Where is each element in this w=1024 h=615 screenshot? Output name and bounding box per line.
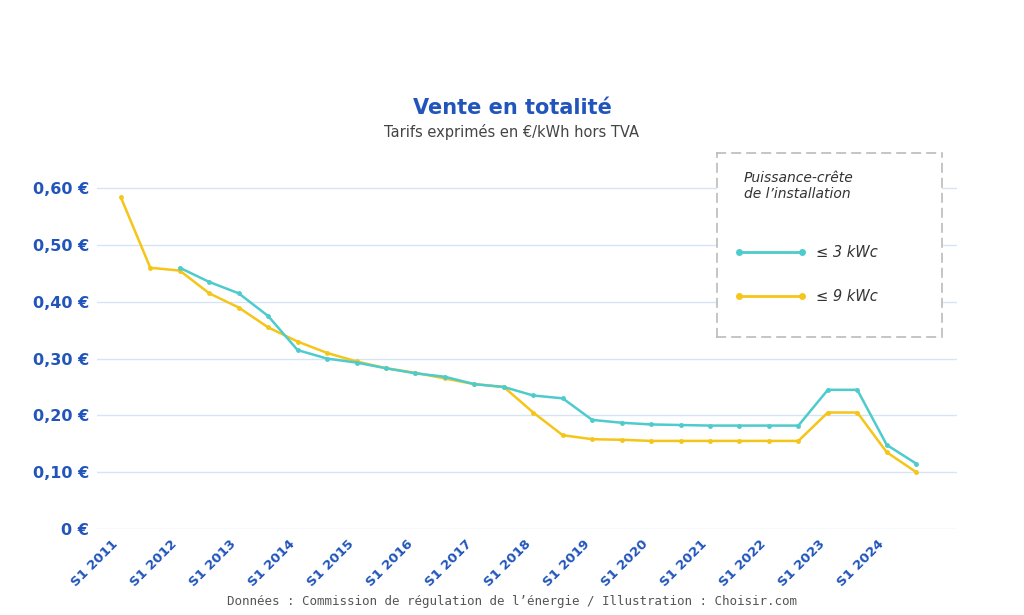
Text: Données : Commission de régulation de l’énergie / Illustration : Choisir.com: Données : Commission de régulation de l’… (227, 595, 797, 608)
Text: Tarifs exprimés en €/kWh hors TVA: Tarifs exprimés en €/kWh hors TVA (384, 124, 640, 140)
Text: ≤ 3 kWc: ≤ 3 kWc (816, 245, 878, 260)
Text: ≤ 9 kWc: ≤ 9 kWc (816, 289, 878, 304)
Text: Vente en totalité: Vente en totalité (413, 98, 611, 117)
Text: Évolution des tarifs d’achat photovoltaïque: Évolution des tarifs d’achat photovoltaï… (125, 17, 899, 54)
Text: Puissance-crête
de l’installation: Puissance-crête de l’installation (743, 171, 853, 201)
